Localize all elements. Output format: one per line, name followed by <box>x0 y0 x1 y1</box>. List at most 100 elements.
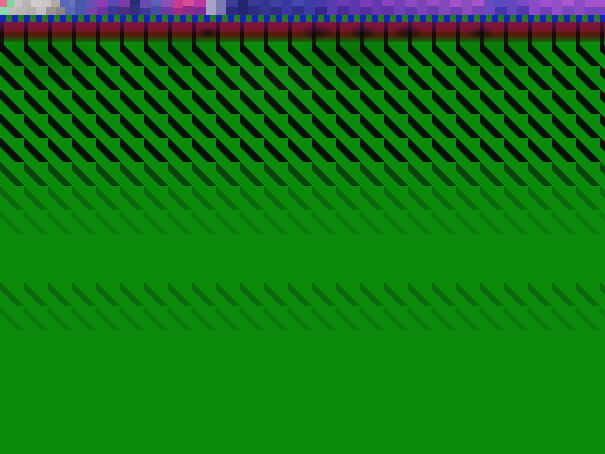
noise-pixel-block <box>108 0 118 6</box>
noise-pixel-block <box>270 0 282 7</box>
noise-pixel-block <box>292 6 304 15</box>
noise-pixel-block <box>248 0 260 6</box>
noise-pixel-block <box>540 0 552 7</box>
noise-pixel-block <box>97 0 108 7</box>
noise-pixel-block <box>248 6 260 15</box>
dash-row <box>0 282 605 306</box>
noise-pixel-block <box>270 7 282 15</box>
noise-pixel-block <box>304 0 315 15</box>
noise-pixel-block <box>194 7 206 15</box>
noise-pixel-block <box>349 0 360 15</box>
noise-pixel-block <box>552 0 562 15</box>
noise-pixel-block <box>173 0 183 8</box>
noise-pixel-block <box>151 6 161 15</box>
noise-pixel-block <box>315 7 327 15</box>
noise-pixel-block <box>8 7 16 15</box>
noise-pixel-block <box>450 7 462 15</box>
noise-pixel-block <box>216 0 226 15</box>
noise-pixel-block <box>41 0 51 7</box>
noise-pixel-block <box>226 7 238 15</box>
noise-pixel-block <box>36 7 46 15</box>
noise-pixel-block <box>360 7 372 15</box>
noise-pixel-block <box>517 0 529 6</box>
noise-pixel-block <box>0 0 7 7</box>
noise-pixel-block <box>260 0 270 15</box>
noise-pixel-block <box>472 0 484 6</box>
noise-pixel-block <box>562 0 574 6</box>
noise-pixel-block <box>70 0 79 7</box>
noise-pixel-block <box>337 6 349 15</box>
noise-pixel-block <box>315 0 327 7</box>
noise-pixel-block <box>161 0 173 7</box>
noise-pixel-block <box>140 8 151 15</box>
noise-pixel-block <box>382 6 394 15</box>
noise-pixel-block <box>495 0 507 7</box>
noise-pixel-block <box>495 7 507 15</box>
noise-pixel-block <box>206 0 216 15</box>
dash-row <box>0 114 605 138</box>
noise-pixel-block <box>337 0 349 6</box>
noise-pixel-block <box>75 0 87 15</box>
noise-pixel-block <box>130 0 140 5</box>
noise-pixel-block <box>585 0 605 7</box>
noise-pixel-block <box>382 0 394 6</box>
noise-pixel-block <box>585 7 605 15</box>
noise-pixel-block <box>51 0 60 7</box>
noise-pixel-block <box>427 0 439 6</box>
noise-pixel-block <box>484 0 495 15</box>
noise-pixel-block <box>372 0 382 15</box>
dash-row <box>0 66 605 90</box>
noise-pixel-block <box>417 0 427 15</box>
noise-pixel-block <box>60 0 70 7</box>
noise-pixel-block <box>22 0 31 7</box>
noise-pixel-block <box>562 6 574 15</box>
noise-pixel-block <box>118 0 130 7</box>
dash-row <box>0 210 605 234</box>
noise-pixel-block <box>472 6 484 15</box>
noise-pixel-block <box>439 0 450 15</box>
noise-scanline-row <box>0 15 605 22</box>
noise-pixel-block <box>26 7 36 15</box>
noise-pixel-block <box>87 0 97 8</box>
noise-pixel-block <box>282 0 292 15</box>
noise-pixel-block <box>327 0 337 15</box>
noise-pixel-block <box>462 0 472 15</box>
noise-pixel-block <box>97 7 108 15</box>
noise-pixel-block <box>0 7 8 15</box>
noise-pixel-block <box>140 0 151 8</box>
noise-pixel-block <box>46 7 56 15</box>
noise-pixel-block <box>108 6 118 15</box>
noise-pixel-block <box>427 6 439 15</box>
noise-pixel-block <box>517 6 529 15</box>
dash-row <box>0 162 605 186</box>
noise-pixel-block <box>183 6 194 15</box>
noise-pixel-block <box>574 0 585 15</box>
noise-pixel-block <box>118 7 130 15</box>
noise-pixel-block <box>394 0 405 15</box>
noise-pixel-block <box>450 0 462 7</box>
noise-pixel-block <box>161 7 173 15</box>
noise-pixel-block <box>292 0 304 6</box>
noise-pixel-block <box>226 0 238 7</box>
noise-pixel-block <box>65 7 75 15</box>
pixel-noise-band <box>0 0 605 22</box>
noise-pixel-block <box>194 0 206 7</box>
noise-pixel-block <box>529 0 540 15</box>
noise-pixel-block <box>87 8 97 15</box>
noise-pixel-block <box>151 0 161 6</box>
dash-row <box>0 306 605 330</box>
noise-pixel-block <box>540 7 552 15</box>
noise-pixel-block <box>405 0 417 7</box>
dash-row <box>0 138 605 162</box>
noise-pixel-block <box>14 0 22 7</box>
red-band-tick-columns <box>0 22 605 52</box>
noise-pixel-block <box>56 7 65 15</box>
noise-pixel-block <box>238 0 248 15</box>
noise-pixel-block <box>405 7 417 15</box>
noise-pixel-block <box>31 0 41 7</box>
dash-row <box>0 186 605 210</box>
noise-pixel-block <box>7 0 14 7</box>
noise-pixel-block <box>507 0 517 15</box>
noise-pixel-block <box>173 8 183 15</box>
